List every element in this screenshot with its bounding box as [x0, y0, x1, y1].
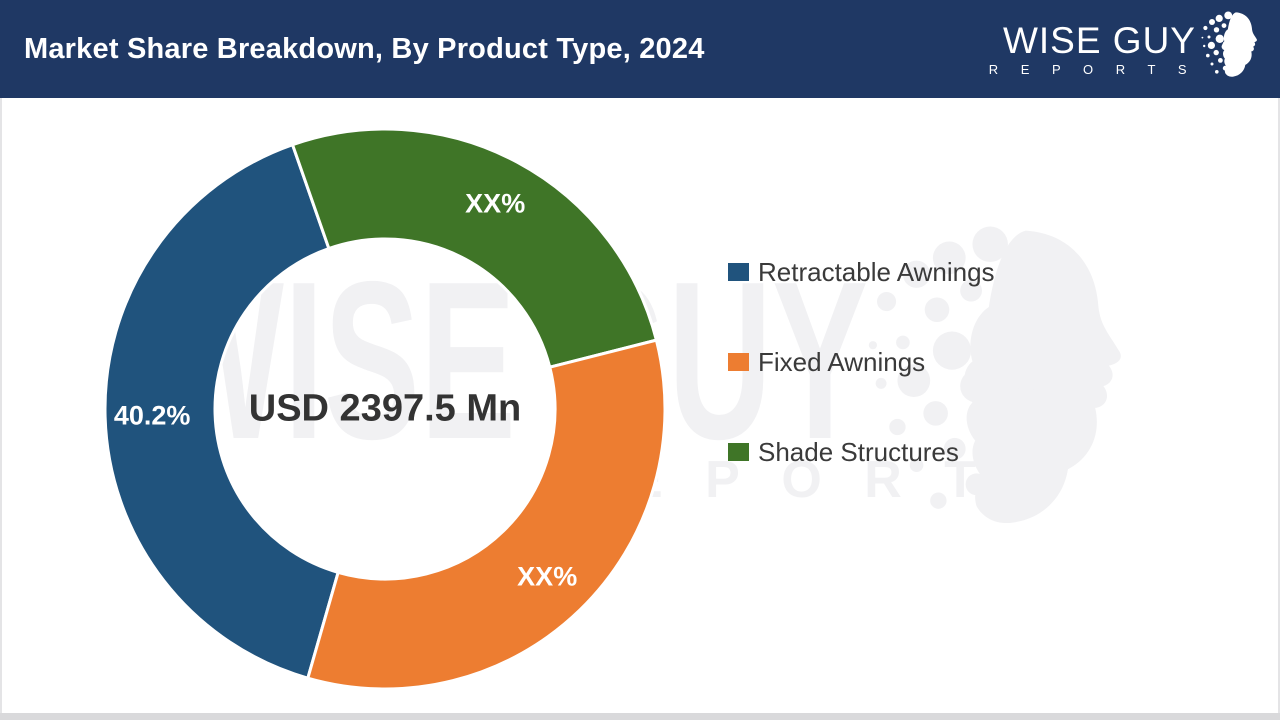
page-title: Market Share Breakdown, By Product Type,…	[24, 32, 705, 65]
donut-percent-label: 40.2%	[114, 401, 191, 431]
legend-item-retractable-awnings: Retractable Awnings	[728, 256, 995, 288]
header-bar: Market Share Breakdown, By Product Type,…	[0, 0, 1280, 98]
donut-segment-shade-structures	[291, 127, 658, 369]
legend-swatch-shade-structures	[728, 443, 749, 461]
legend-label: Retractable Awnings	[758, 256, 995, 287]
logo-subtext: R E P O R T S	[988, 62, 1196, 77]
left-border	[0, 98, 2, 720]
donut-segment-retractable-awnings	[103, 143, 340, 680]
logo-wordmark: WISE GUY	[1002, 20, 1196, 61]
donut-percent-label: XX%	[517, 561, 577, 591]
legend-item-shade-structures: Shade Structures	[728, 436, 995, 468]
legend-label: Shade Structures	[758, 436, 959, 467]
chart-area: WISE GUY R E P O R T S 40.2% XX% XX% USD 2…	[0, 98, 1280, 720]
donut-percent-label: XX%	[465, 189, 525, 219]
logo-text: WISE GUY R E P O R T S	[985, 20, 1196, 78]
donut-chart: 40.2% XX% XX%	[103, 127, 667, 691]
legend-item-fixed-awnings: Fixed Awnings	[728, 346, 995, 378]
legend-swatch-retractable-awnings	[728, 263, 749, 281]
legend-swatch-fixed-awnings	[728, 353, 749, 371]
wiseguy-logo: WISE GUY R E P O R T S	[985, 6, 1266, 92]
right-border	[1278, 98, 1280, 720]
legend: Retractable Awnings Fixed Awnings Shade …	[728, 256, 995, 526]
donut-segment-fixed-awnings	[306, 338, 667, 691]
logo-face-icon	[1201, 11, 1257, 77]
donut-center-value: USD 2397.5 Mn	[248, 387, 522, 430]
bottom-bar	[0, 713, 1280, 720]
legend-label: Fixed Awnings	[758, 346, 926, 377]
